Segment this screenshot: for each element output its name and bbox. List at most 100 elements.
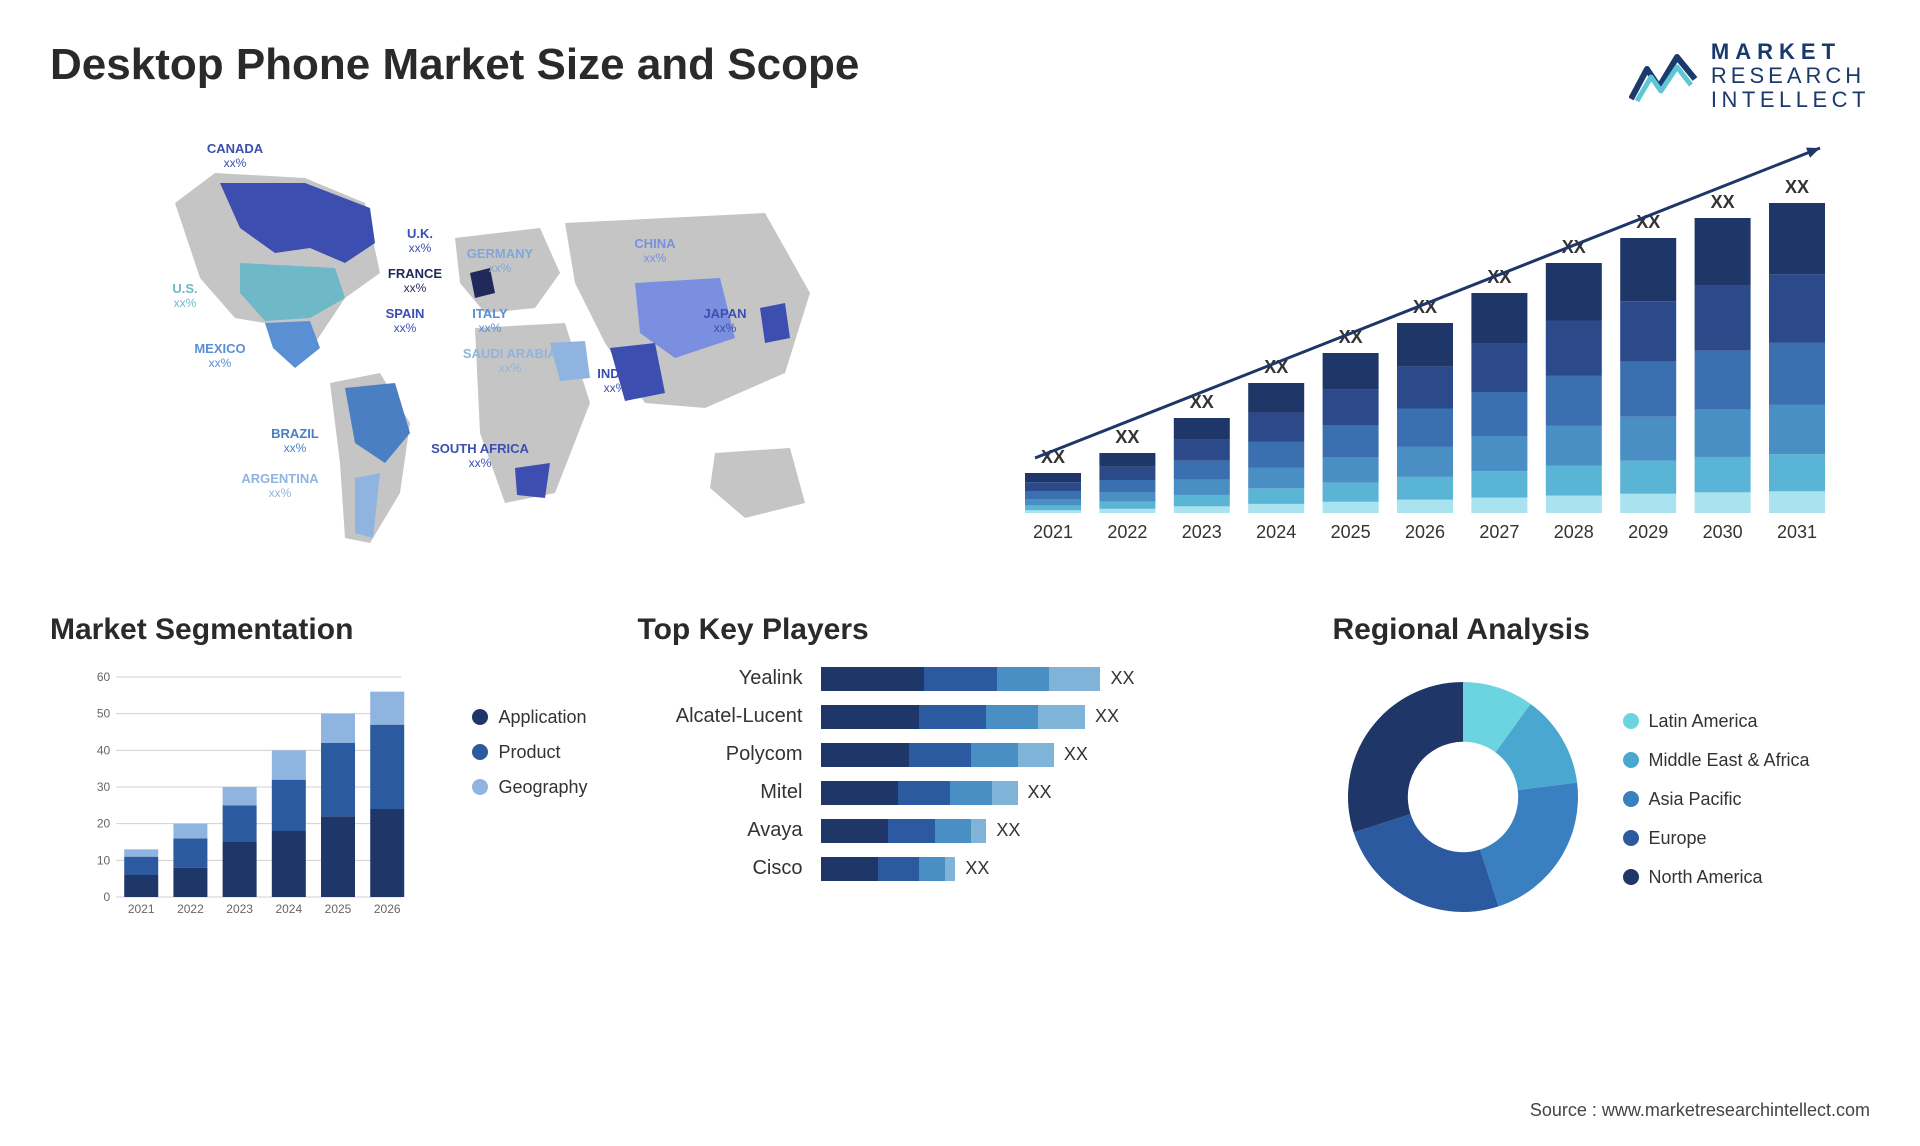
svg-text:10: 10 bbox=[97, 853, 111, 867]
svg-text:60: 60 bbox=[97, 670, 111, 684]
player-bar-segment bbox=[919, 857, 945, 881]
player-bar-segment bbox=[935, 819, 971, 843]
player-row: Alcatel-LucentXX bbox=[638, 705, 1283, 729]
svg-text:BRAZIL: BRAZIL bbox=[271, 426, 319, 441]
logo-icon bbox=[1629, 49, 1699, 104]
player-name: Cisco bbox=[638, 857, 803, 880]
player-bar-segment bbox=[888, 819, 935, 843]
svg-text:20: 20 bbox=[97, 816, 111, 830]
player-bar-wrap: XX bbox=[821, 819, 1283, 843]
legend-item: Asia Pacific bbox=[1623, 789, 1810, 810]
svg-text:40: 40 bbox=[97, 743, 111, 757]
svg-text:xx%: xx% bbox=[224, 156, 247, 170]
player-bar-segment bbox=[1038, 705, 1085, 729]
player-bar-segment bbox=[898, 781, 950, 805]
players-list: YealinkXXAlcatel-LucentXXPolycomXXMitelX… bbox=[638, 667, 1283, 881]
svg-text:2023: 2023 bbox=[226, 902, 253, 916]
legend-label: Europe bbox=[1649, 828, 1707, 849]
svg-text:XX: XX bbox=[1115, 427, 1139, 447]
player-bar bbox=[821, 819, 987, 843]
svg-text:2023: 2023 bbox=[1182, 522, 1222, 542]
legend-swatch bbox=[472, 744, 488, 760]
svg-text:50: 50 bbox=[97, 706, 111, 720]
player-bar-segment bbox=[821, 857, 878, 881]
player-value: XX bbox=[1095, 706, 1119, 727]
player-value: XX bbox=[1028, 782, 1052, 803]
player-row: Mitel XX bbox=[638, 781, 1283, 805]
player-bar bbox=[821, 781, 1018, 805]
legend-label: Application bbox=[498, 707, 586, 728]
player-bar-wrap: XX bbox=[821, 743, 1283, 767]
svg-text:xx%: xx% bbox=[269, 486, 292, 500]
player-bar-segment bbox=[1049, 667, 1101, 691]
legend-item: Europe bbox=[1623, 828, 1810, 849]
player-value: XX bbox=[965, 858, 989, 879]
svg-text:xx%: xx% bbox=[174, 296, 197, 310]
regional-title: Regional Analysis bbox=[1333, 613, 1871, 647]
svg-text:2026: 2026 bbox=[1405, 522, 1445, 542]
legend-item: Middle East & Africa bbox=[1623, 750, 1810, 771]
svg-text:xx%: xx% bbox=[499, 361, 522, 375]
player-bar-wrap: XX bbox=[821, 857, 1283, 881]
legend-swatch bbox=[1623, 752, 1639, 768]
player-bar-segment bbox=[992, 781, 1018, 805]
legend-swatch bbox=[472, 709, 488, 725]
svg-text:XX: XX bbox=[1711, 192, 1735, 212]
legend-label: North America bbox=[1649, 867, 1763, 888]
segmentation-panel: Market Segmentation 01020304050602021202… bbox=[50, 613, 588, 932]
logo-text-2: RESEARCH bbox=[1711, 64, 1870, 88]
svg-text:xx%: xx% bbox=[604, 381, 627, 395]
legend-label: Geography bbox=[498, 777, 587, 798]
player-bar-segment bbox=[945, 857, 955, 881]
forecast-bar-chart: XX2021XX2022XX2023XX2024XX2025XX2026XX20… bbox=[980, 143, 1870, 563]
source-attribution: Source : www.marketresearchintellect.com bbox=[1530, 1100, 1870, 1121]
player-bar-segment bbox=[950, 781, 991, 805]
player-name: Mitel bbox=[638, 781, 803, 804]
player-bar-segment bbox=[821, 819, 888, 843]
page-title: Desktop Phone Market Size and Scope bbox=[50, 40, 859, 90]
svg-text:0: 0 bbox=[104, 890, 111, 904]
svg-text:xx%: xx% bbox=[489, 261, 512, 275]
svg-text:2024: 2024 bbox=[275, 902, 302, 916]
svg-text:xx%: xx% bbox=[404, 281, 427, 295]
svg-text:30: 30 bbox=[97, 780, 111, 794]
svg-text:xx%: xx% bbox=[209, 356, 232, 370]
legend-item: Product bbox=[472, 742, 587, 763]
main-forecast-chart: XX2021XX2022XX2023XX2024XX2025XX2026XX20… bbox=[980, 143, 1870, 563]
svg-text:xx%: xx% bbox=[469, 456, 492, 470]
svg-text:2022: 2022 bbox=[177, 902, 204, 916]
logo-text-1: MARKET bbox=[1711, 40, 1870, 64]
svg-text:2026: 2026 bbox=[374, 902, 401, 916]
player-bar-wrap: XX bbox=[821, 667, 1283, 691]
player-row: AvayaXX bbox=[638, 819, 1283, 843]
player-bar-segment bbox=[1018, 743, 1054, 767]
svg-text:xx%: xx% bbox=[284, 441, 307, 455]
player-row: PolycomXX bbox=[638, 743, 1283, 767]
svg-text:SPAIN: SPAIN bbox=[386, 306, 425, 321]
world-map: CANADAxx%U.S.xx%MEXICOxx%BRAZILxx%ARGENT… bbox=[50, 143, 940, 563]
svg-text:xx%: xx% bbox=[394, 321, 417, 335]
player-bar-wrap: XX bbox=[821, 781, 1283, 805]
svg-text:xx%: xx% bbox=[714, 321, 737, 335]
svg-text:CANADA: CANADA bbox=[207, 143, 264, 156]
svg-text:xx%: xx% bbox=[644, 251, 667, 265]
segmentation-legend: Application Product Geography bbox=[472, 667, 587, 927]
player-bar bbox=[821, 857, 956, 881]
svg-text:FRANCE: FRANCE bbox=[388, 266, 442, 281]
regional-donut-chart bbox=[1333, 667, 1593, 927]
player-bar-segment bbox=[909, 743, 971, 767]
legend-item: Latin America bbox=[1623, 711, 1810, 732]
legend-item: North America bbox=[1623, 867, 1810, 888]
players-title: Top Key Players bbox=[638, 613, 1283, 647]
legend-label: Middle East & Africa bbox=[1649, 750, 1810, 771]
legend-label: Latin America bbox=[1649, 711, 1758, 732]
svg-text:2025: 2025 bbox=[325, 902, 352, 916]
brand-logo: MARKET RESEARCH INTELLECT bbox=[1629, 40, 1870, 113]
legend-item: Geography bbox=[472, 777, 587, 798]
player-bar-segment bbox=[821, 781, 899, 805]
svg-text:CHINA: CHINA bbox=[634, 236, 676, 251]
legend-swatch bbox=[1623, 830, 1639, 846]
players-panel: Top Key Players YealinkXXAlcatel-LucentX… bbox=[638, 613, 1283, 932]
svg-text:MEXICO: MEXICO bbox=[194, 341, 245, 356]
player-bar-segment bbox=[919, 705, 986, 729]
